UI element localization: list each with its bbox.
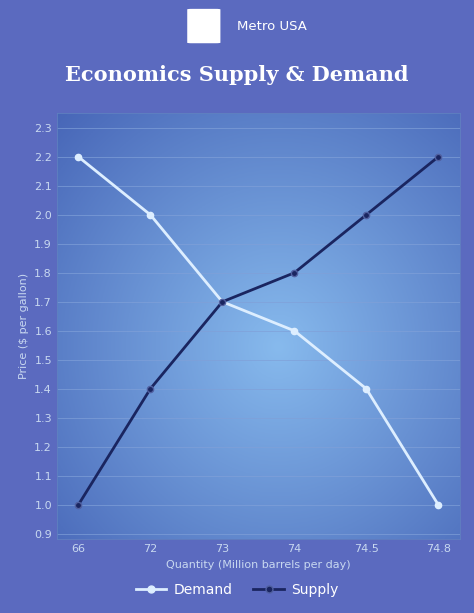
Text: ⬛: ⬛ [196, 21, 202, 31]
X-axis label: Quantity (Million barrels per day): Quantity (Million barrels per day) [166, 560, 351, 570]
Legend: Demand, Supply: Demand, Supply [130, 578, 344, 603]
Text: Economics Supply & Demand: Economics Supply & Demand [65, 65, 409, 85]
Text: Metro USA: Metro USA [237, 20, 307, 32]
Y-axis label: Price ($ per gallon): Price ($ per gallon) [18, 273, 28, 379]
FancyBboxPatch shape [187, 9, 220, 44]
